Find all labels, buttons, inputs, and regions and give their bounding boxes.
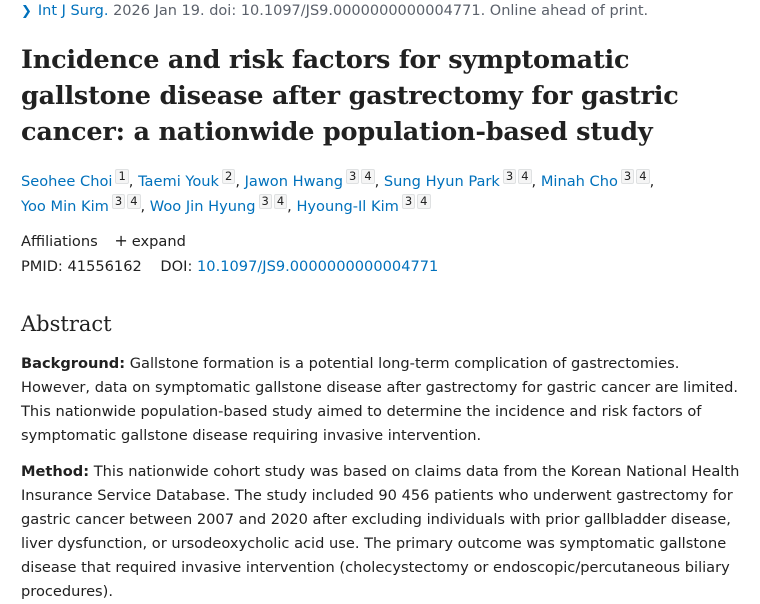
author-separator: ,: [287, 198, 297, 215]
journal-link[interactable]: Int J Surg.: [37, 3, 109, 19]
affiliation-ref[interactable]: 4: [518, 169, 532, 184]
pmid-label: PMID:: [21, 258, 63, 275]
affiliation-ref[interactable]: 4: [127, 194, 141, 209]
affiliation-ref[interactable]: 3: [502, 169, 517, 184]
affiliation-ref[interactable]: 3: [401, 194, 416, 209]
citation-line: ❯ Int J Surg. 2026 Jan 19. doi: 10.1097/J…: [21, 3, 648, 19]
article-title: Incidence and risk factors for symptomat…: [21, 45, 679, 147]
chevron-right-icon: ❯: [21, 4, 32, 19]
author-link[interactable]: Sung Hyun Park: [383, 173, 500, 190]
plus-icon: +: [114, 231, 128, 250]
author-separator: ,: [128, 173, 139, 190]
doi-link[interactable]: 10.1097/JS9.0000000000004771: [197, 258, 439, 275]
identifiers-row: PMID: 41556162 DOI: 10.1097/JS9.00000000…: [21, 258, 438, 275]
affiliation-ref[interactable]: 1: [115, 169, 129, 184]
affiliations-label: Affiliations: [21, 233, 98, 250]
citation-details: 2026 Jan 19. doi: 10.1097/JS9.0000000000…: [108, 3, 649, 19]
pmid-value: 41556162: [67, 258, 142, 275]
affiliation-ref[interactable]: 4: [636, 169, 650, 184]
author-separator: ,: [374, 173, 384, 190]
affiliations-expand-toggle[interactable]: + expand: [102, 231, 186, 250]
affiliation-ref[interactable]: 2: [222, 169, 236, 184]
doi-label: DOI:: [160, 258, 193, 275]
expand-label: expand: [131, 233, 186, 250]
method-text: This nationwide cohort study was based o…: [21, 463, 740, 600]
background-label: Background:: [21, 355, 126, 372]
author-link[interactable]: Yoo Min Kim: [21, 198, 109, 215]
author-link[interactable]: Jawon Hwang: [244, 173, 343, 190]
author-link[interactable]: Minah Cho: [540, 173, 618, 190]
author-link[interactable]: Hyoung-Il Kim: [296, 198, 399, 215]
author-link[interactable]: Seohee Choi: [21, 173, 113, 190]
affiliation-ref[interactable]: 3: [345, 169, 360, 184]
abstract-heading: Abstract: [21, 312, 112, 336]
author-link[interactable]: Taemi Youk: [138, 173, 219, 190]
author-separator: ,: [140, 198, 150, 215]
background-text: Gallstone formation is a potential long-…: [21, 355, 739, 444]
author-separator: ,: [235, 173, 245, 190]
method-label: Method:: [21, 463, 90, 480]
affiliation-ref[interactable]: 3: [111, 194, 126, 209]
author-list: Seohee Choi 1, Taemi Youk 2, Jawon Hwang 3 4…: [21, 169, 746, 219]
author-link[interactable]: Woo Jin Hyung: [149, 198, 256, 215]
affiliation-ref[interactable]: 3: [620, 169, 635, 184]
affiliation-ref[interactable]: 4: [361, 169, 375, 184]
author-separator: ,: [649, 173, 655, 190]
author-separator: ,: [531, 173, 541, 190]
affiliation-ref[interactable]: 4: [417, 194, 431, 209]
affiliation-ref[interactable]: 3: [258, 194, 272, 209]
abstract-background: Background: Gallstone formation is a pot…: [21, 352, 746, 448]
affiliation-ref[interactable]: 4: [273, 194, 288, 209]
abstract-method: Method: This nationwide cohort study was…: [21, 460, 746, 604]
affiliations-row: Affiliations + expand: [21, 231, 186, 250]
